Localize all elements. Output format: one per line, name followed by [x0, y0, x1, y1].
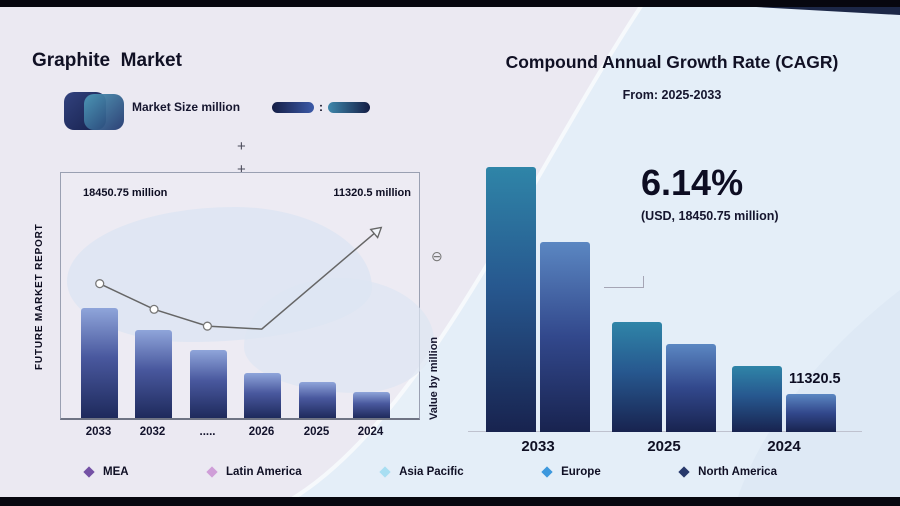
diamond-icon: [206, 466, 218, 478]
cagr-bar-2024: [786, 394, 836, 432]
legend-item-latin-america: Latin America: [206, 466, 302, 478]
diamond-icon: [379, 466, 391, 478]
x-axis-label: 2026: [248, 426, 275, 438]
market-size-bars: [61, 173, 419, 418]
market-size-bar: [135, 330, 172, 418]
page-title: Graphite Market: [32, 50, 182, 71]
legend-label: North America: [698, 466, 777, 478]
market-size-bar: [81, 308, 118, 418]
annotation-end-value: 11320.5 million: [333, 187, 411, 199]
legend-item-mea: MEA: [83, 466, 129, 478]
x-axis-label: 2025: [647, 438, 681, 455]
legend-label: Europe: [561, 466, 601, 478]
x-axis-label: 2025: [303, 426, 330, 438]
market-size-chart: 18450.75 million 11320.5 million: [60, 172, 434, 420]
market-size-icon: [64, 92, 126, 130]
legend-item-north-america: North America: [678, 466, 777, 478]
x-axis-label: 2033: [521, 438, 555, 455]
plus-icon: +: [237, 138, 246, 155]
legend-item-europe: Europe: [541, 466, 601, 478]
pill-icon: [328, 101, 370, 113]
circle-minus-icon: ⊖: [431, 248, 443, 264]
bottom-border-bar: [0, 497, 900, 506]
region-legend: MEA Latin America Asia Pacific Europe North …: [83, 466, 777, 478]
pill-icon: [272, 101, 314, 113]
decorative-bracket: [604, 276, 644, 288]
cagr-bars: 2033 2025 2024: [460, 160, 870, 455]
x-axis-label: 2033: [85, 426, 112, 438]
top-border-bar: [0, 0, 900, 7]
plus-icon: +: [237, 161, 246, 178]
cagr-title: Compound Annual Growth Rate (CAGR): [505, 52, 839, 72]
trend-marker: [95, 279, 105, 289]
trend-line-path: [99, 226, 383, 330]
cagr-value: 6.14%: [641, 162, 744, 203]
swoosh-edge: [279, 0, 647, 506]
legend-label: Latin America: [226, 466, 302, 478]
x-axis-label: 2032: [139, 426, 166, 438]
diamond-icon: [83, 466, 95, 478]
bar-value-label: 11320.5: [789, 371, 841, 387]
pill-separator: :: [319, 100, 323, 114]
watermark-text: FUTURE MARKET REPORT: [34, 223, 45, 371]
market-size-label: Market Size million: [132, 100, 241, 114]
x-axis-label: 2024: [357, 426, 384, 438]
market-size-bar: [353, 392, 390, 418]
icon-shape-teal: [84, 94, 124, 130]
left-x-axis-labels: 2033 2032..... 2026 2025 2024: [60, 426, 420, 442]
x-axis-label: 2024: [767, 438, 801, 455]
cagr-detail: (USD, 18450.75 million): [641, 209, 779, 223]
cagr-bar-2033: [486, 167, 536, 432]
market-size-bar: [190, 350, 227, 418]
annotation-start-value: 18450.75 million: [83, 187, 168, 199]
x-axis-line: [468, 431, 862, 432]
cagr-bar-2025: [666, 344, 716, 432]
y-axis-title: Value by million: [428, 336, 440, 420]
x-axis-label: .....: [199, 426, 216, 438]
market-size-bar: [244, 373, 281, 418]
market-size-bar: [299, 382, 336, 418]
diamond-icon: [678, 466, 690, 478]
trend-overlay: [95, 226, 383, 331]
trend-marker: [202, 321, 212, 331]
cagr-bar-2033: [540, 242, 590, 432]
cagr-bar-2024: [732, 366, 782, 432]
legend-item-asia-pacific: Asia Pacific: [379, 466, 464, 478]
cagr-bar-2025: [612, 322, 662, 432]
trend-marker: [149, 304, 159, 314]
legend-label: MEA: [103, 466, 129, 478]
diamond-icon: [541, 466, 553, 478]
cagr-subtitle: From: 2025-2033: [622, 88, 722, 102]
legend-pills: :: [272, 100, 370, 114]
legend-label: Asia Pacific: [399, 466, 464, 478]
trend-markers: [95, 279, 212, 331]
